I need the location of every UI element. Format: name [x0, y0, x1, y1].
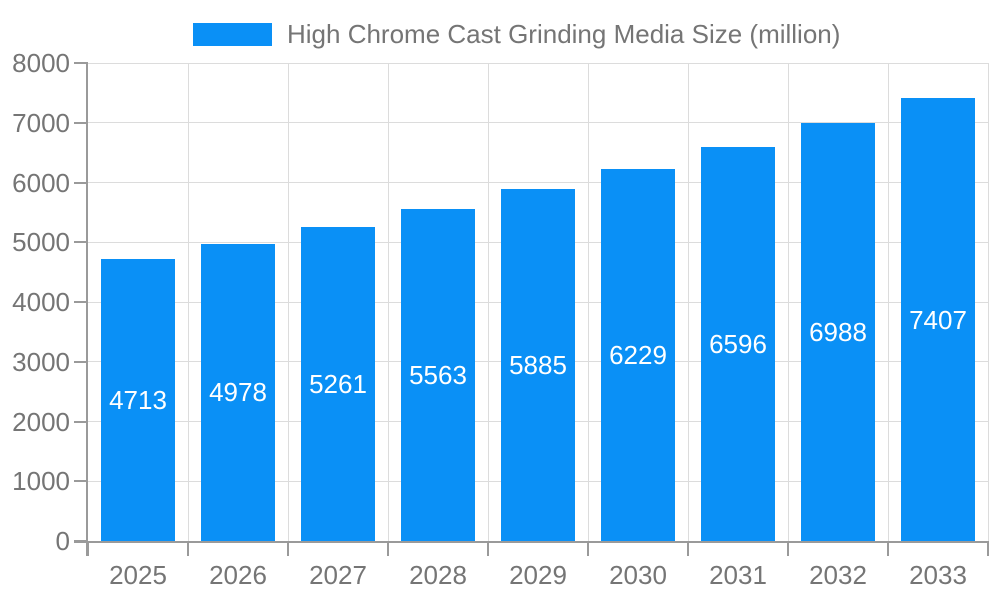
bar-2029 [501, 189, 575, 541]
y-axis-tick [74, 121, 88, 124]
y-axis-tick-label: 4000 [12, 287, 70, 317]
x-axis-tick [987, 541, 989, 556]
y-axis-tick-label: 1000 [12, 466, 70, 497]
gridline-horizontal [88, 182, 988, 183]
y-axis-tick [74, 420, 88, 423]
y-axis-tick [74, 360, 88, 363]
bar-2026 [201, 243, 275, 541]
bar-value-label: 5885 [509, 350, 567, 381]
gridline-vertical [487, 63, 489, 541]
y-axis-line [86, 63, 88, 556]
gridline-vertical [787, 63, 789, 541]
y-axis-tick [74, 62, 88, 64]
x-axis-tick [87, 541, 89, 556]
bar-2032 [801, 123, 875, 541]
gridline-horizontal [88, 122, 988, 124]
y-axis-tick-label: 6000 [12, 167, 70, 198]
x-axis-tick [187, 541, 189, 556]
y-axis-tick-label: 3000 [12, 346, 70, 377]
x-axis-tick-label: 2033 [909, 560, 967, 590]
x-axis-tick-label: 2031 [709, 560, 767, 590]
bar-2028 [401, 208, 475, 541]
bar-value-label: 6988 [809, 317, 867, 348]
x-axis-tick [687, 541, 689, 556]
x-axis-tick-label: 2028 [409, 560, 467, 590]
x-axis-tick-label: 2027 [309, 560, 367, 590]
y-axis-tick [74, 480, 88, 483]
x-axis-tick-label: 2030 [609, 560, 667, 590]
y-axis-tick [74, 181, 88, 184]
bar-2025 [101, 259, 175, 541]
bar-value-label: 5563 [409, 359, 467, 390]
y-axis-tick-label: 8000 [12, 48, 70, 78]
bar-value-label: 4713 [109, 385, 167, 416]
x-axis-tick [887, 541, 889, 556]
y-axis-tick-label: 2000 [12, 406, 70, 437]
x-axis-tick [287, 541, 289, 556]
plot-area: 4713 4978 5261 5563 5885 6229 6596 6988 7407 [88, 62, 989, 541]
legend-item[interactable]: High Chrome Cast Grinding Media Size (mi… [193, 21, 840, 47]
legend-label: High Chrome Cast Grinding Media Size (mi… [287, 19, 841, 49]
legend-swatch [193, 22, 272, 46]
y-axis-tick [74, 301, 88, 303]
bar-value-label: 5261 [309, 368, 367, 399]
bar-value-label: 6596 [709, 328, 767, 359]
gridline-vertical [387, 63, 389, 541]
bar-2031 [701, 146, 775, 541]
x-axis-line [74, 541, 988, 543]
y-axis-tick [74, 241, 88, 244]
bar-value-label: 6229 [609, 339, 667, 370]
bar-2030 [601, 168, 675, 541]
y-axis-tick [74, 540, 88, 542]
x-axis-tick [787, 541, 789, 556]
gridline-vertical [887, 63, 889, 541]
x-axis-tick [387, 541, 389, 556]
y-axis-tick-label: 5000 [12, 227, 70, 258]
gridline-vertical [987, 63, 989, 541]
bar-2033 [901, 98, 975, 541]
bar-value-label: 7407 [909, 304, 967, 335]
x-axis-tick-label: 2029 [509, 560, 567, 590]
y-axis-tick-label: 0 [55, 526, 70, 556]
gridline-horizontal [88, 62, 988, 64]
gridline-vertical [287, 63, 289, 541]
gridline-vertical [187, 63, 189, 541]
bar-2027 [301, 226, 375, 541]
x-axis-tick [587, 541, 589, 556]
x-axis-tick-label: 2026 [209, 560, 267, 590]
x-axis-tick-label: 2032 [809, 560, 867, 590]
y-axis-tick-label: 7000 [12, 107, 70, 138]
bar-value-label: 4978 [209, 377, 267, 408]
gridline-vertical [587, 63, 589, 541]
x-axis-tick-label: 2025 [109, 560, 167, 590]
x-axis-tick [487, 541, 489, 556]
gridline-vertical [687, 63, 689, 541]
